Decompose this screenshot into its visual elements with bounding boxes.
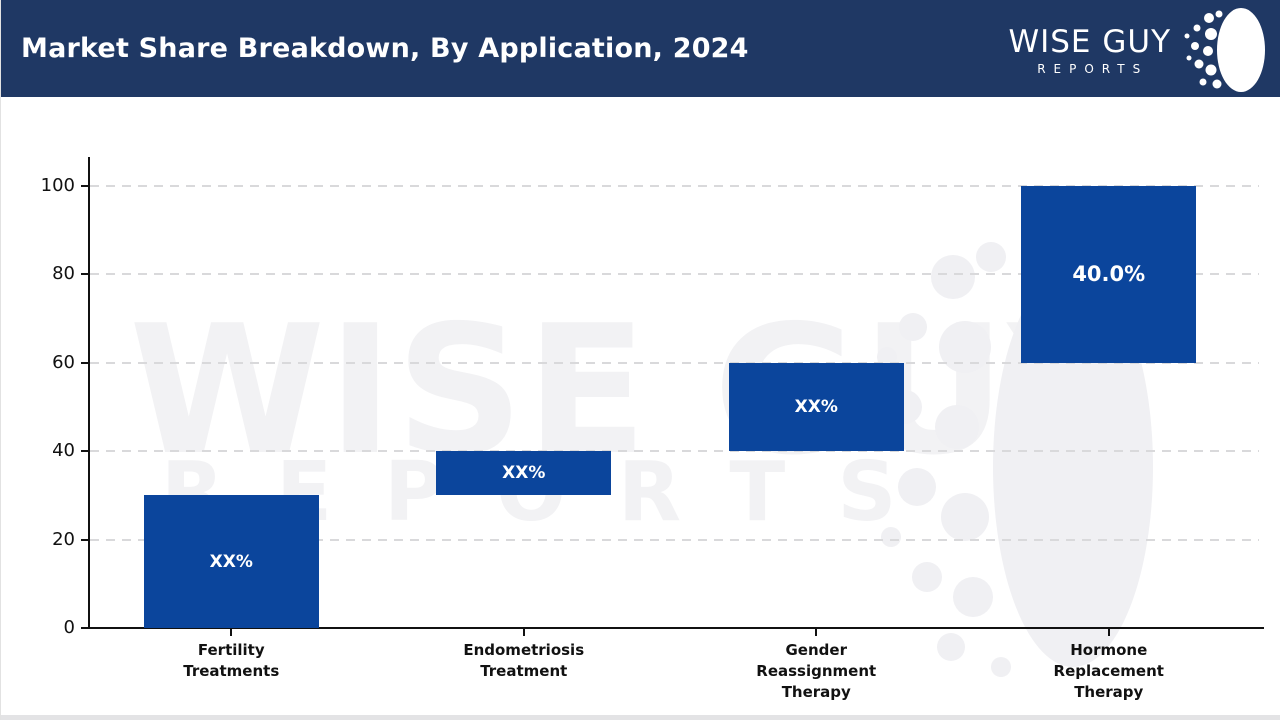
y-tick-mark <box>81 361 88 364</box>
x-category-label: Endometriosis Treatment <box>463 641 585 680</box>
y-axis-line <box>88 157 90 629</box>
x-category-label: Fertility Treatments <box>183 641 280 680</box>
footer-strip <box>1 715 1280 720</box>
y-tick-mark <box>81 538 88 541</box>
gridline <box>90 450 1259 453</box>
x-tick-mark <box>230 629 233 636</box>
y-tick-label: 40 <box>52 440 75 462</box>
y-tick-label: 100 <box>40 175 75 196</box>
bar-value-label: 40.0% <box>1072 262 1146 287</box>
y-tick-label: 0 <box>63 617 75 638</box>
x-tick-mark <box>1107 629 1110 636</box>
y-tick-mark <box>81 450 88 453</box>
bar-value-label: XX% <box>502 463 546 484</box>
x-axis-line <box>88 627 1264 629</box>
x-tick-mark <box>522 629 525 636</box>
brand-subname: REPORTS <box>1037 61 1149 76</box>
watermark-head-icon <box>877 242 1153 677</box>
brand-logo: WISE GUY REPORTS <box>1008 6 1267 94</box>
brand-name: WISE GUY <box>1008 23 1171 60</box>
gridline <box>90 273 1259 276</box>
x-tick-mark <box>815 629 818 636</box>
bar-value-label: XX% <box>794 396 838 417</box>
page-title: Market Share Breakdown, By Application, … <box>21 33 749 64</box>
x-category-label: Hormone Replacement Therapy <box>1053 641 1164 701</box>
y-tick-label: 60 <box>52 351 75 373</box>
y-tick-mark <box>81 273 88 276</box>
bar: XX% <box>436 451 612 496</box>
y-tick-label: 80 <box>52 263 75 285</box>
bar: XX% <box>728 362 904 452</box>
bar-value-label: XX% <box>209 551 253 572</box>
chart-area: WISE GUY REPORTS 020406080100XX%Fertilit… <box>1 97 1280 715</box>
y-tick-label: 20 <box>52 528 75 550</box>
gridline <box>90 361 1259 364</box>
y-tick-mark <box>81 627 88 629</box>
bar: XX% <box>143 495 319 628</box>
brand-logo-text: WISE GUY REPORTS <box>1008 25 1171 76</box>
bar: 40.0% <box>1021 186 1197 363</box>
head-profile-icon <box>1184 8 1265 92</box>
gridline <box>90 538 1259 541</box>
gridline <box>90 185 1259 187</box>
x-category-label: Gender Reassignment Therapy <box>756 641 877 701</box>
header-banner: Market Share Breakdown, By Application, … <box>1 0 1280 97</box>
y-tick-mark <box>81 185 88 187</box>
